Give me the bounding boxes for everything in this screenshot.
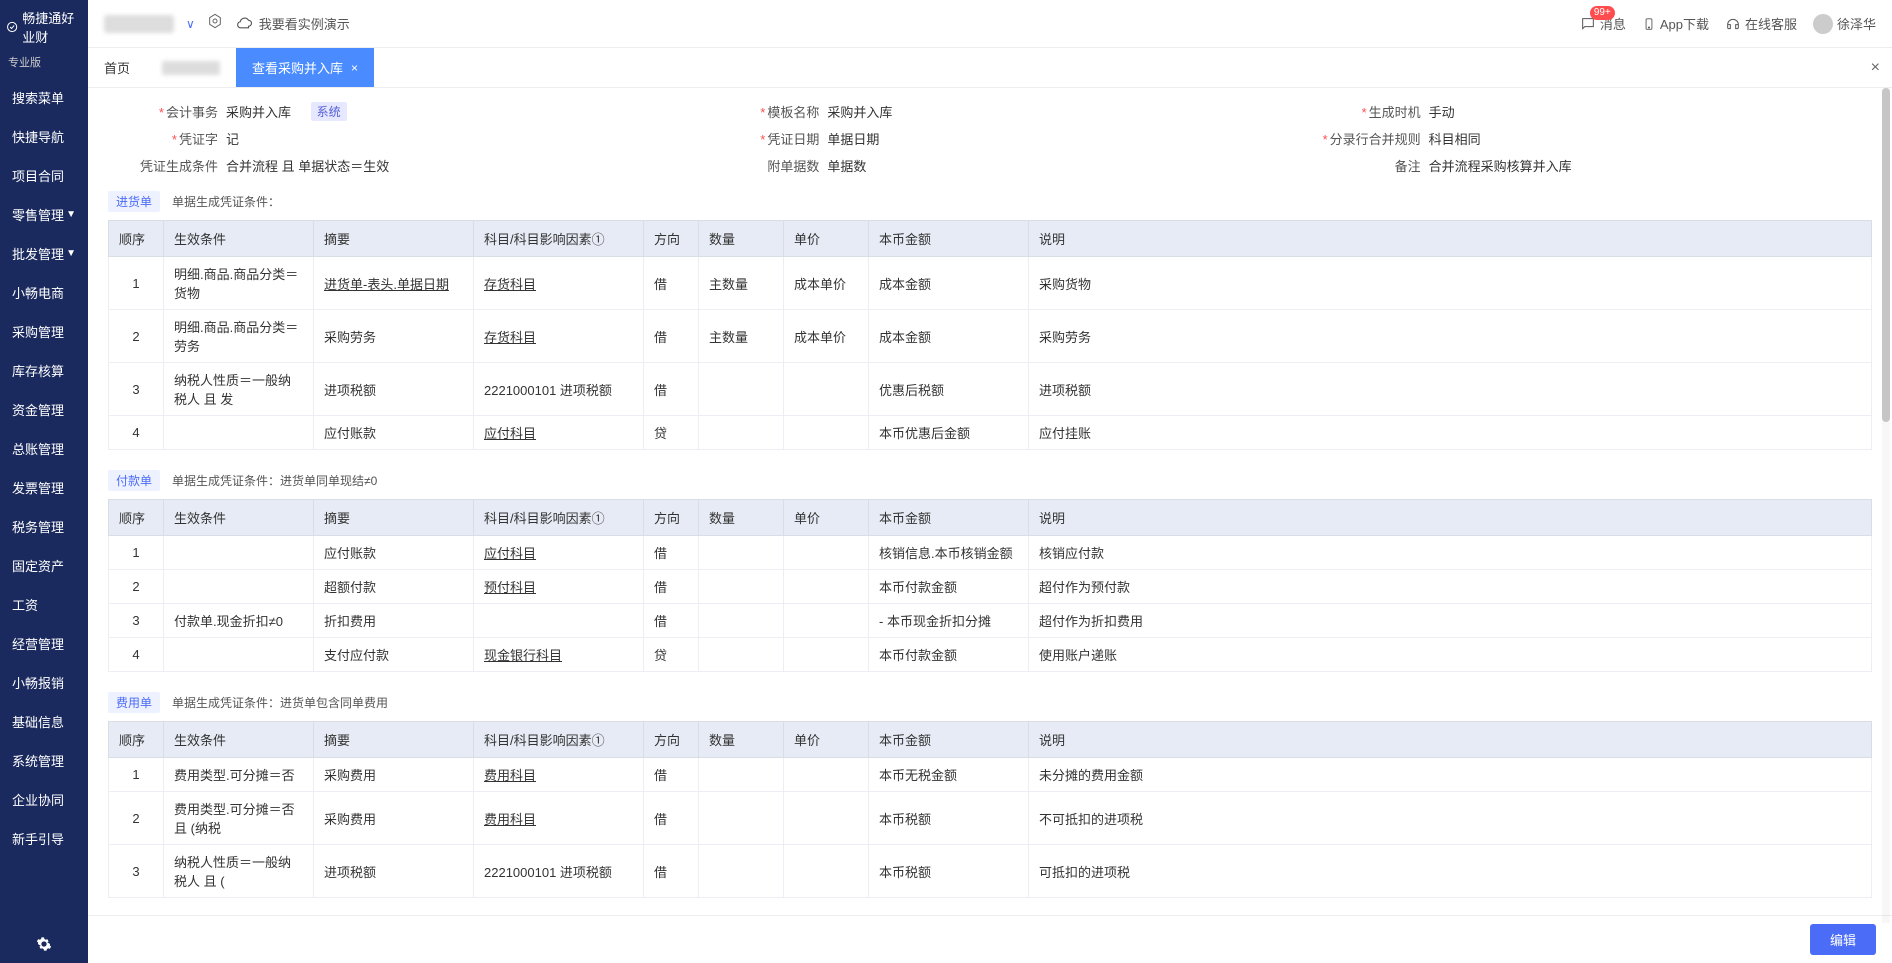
section-tag: 进货单 bbox=[108, 191, 160, 212]
edition: 专业版 bbox=[0, 54, 88, 78]
sidebar-item[interactable]: 小畅电商 bbox=[0, 273, 88, 312]
sidebar-item[interactable]: 新手引导 bbox=[0, 819, 88, 858]
table-row: 1费用类型.可分摊＝否采购费用费用科目借本币无税金额未分摊的费用金额 bbox=[109, 758, 1872, 792]
mobile-icon bbox=[1642, 17, 1656, 31]
sidebar-item[interactable]: 小畅报销 bbox=[0, 663, 88, 702]
footer: 编辑 bbox=[88, 915, 1892, 963]
cloud-icon bbox=[235, 15, 253, 33]
sidebar-item[interactable]: 零售管理▼ bbox=[0, 195, 88, 234]
sidebar-item[interactable]: 资金管理 bbox=[0, 390, 88, 429]
section-2: 付款单单据生成凭证条件：进货单同单现结≠0 顺序生效条件摘要科目/科目影响因素①… bbox=[108, 470, 1872, 672]
sidebar-settings[interactable] bbox=[0, 928, 88, 963]
table-row: 3纳税人性质＝一般纳税人 且 (进项税额2221000101 进项税额借本币税额… bbox=[109, 845, 1872, 898]
close-icon[interactable]: × bbox=[351, 61, 358, 75]
org-dropdown[interactable]: ∨ bbox=[186, 17, 195, 31]
section-3: 费用单单据生成凭证条件：进货单包含同单费用 顺序生效条件摘要科目/科目影响因素①… bbox=[108, 692, 1872, 898]
sidebar-item[interactable]: 工资 bbox=[0, 585, 88, 624]
table-row: 2明细.商品.商品分类＝劳务采购劳务存货科目借主数量成本单价成本金额采购劳务 bbox=[109, 310, 1872, 363]
gear-icon bbox=[36, 936, 52, 952]
headset-icon bbox=[1725, 16, 1741, 32]
table-1: 顺序生效条件摘要科目/科目影响因素①方向数量单价本币金额说明1明细.商品.商品分… bbox=[108, 220, 1872, 450]
section-tag: 费用单 bbox=[108, 692, 160, 713]
org-name-blur bbox=[104, 15, 174, 33]
sidebar-item[interactable]: 批发管理▼ bbox=[0, 234, 88, 273]
scrollbar[interactable] bbox=[1882, 88, 1890, 923]
sidebar-item[interactable]: 税务管理 bbox=[0, 507, 88, 546]
sidebar-item[interactable]: 企业协同 bbox=[0, 780, 88, 819]
sidebar-item[interactable]: 搜索菜单 bbox=[0, 78, 88, 117]
tabs-close-all[interactable]: × bbox=[1859, 59, 1892, 77]
logo-icon bbox=[6, 19, 18, 35]
user-menu[interactable]: 徐泽华 bbox=[1813, 14, 1876, 34]
msg-badge: 99+ bbox=[1590, 6, 1615, 20]
table-2: 顺序生效条件摘要科目/科目影响因素①方向数量单价本币金额说明1应付账款应付科目借… bbox=[108, 499, 1872, 672]
section-1: 进货单单据生成凭证条件： 顺序生效条件摘要科目/科目影响因素①方向数量单价本币金… bbox=[108, 191, 1872, 450]
tab-active[interactable]: 查看采购并入库 × bbox=[236, 48, 374, 87]
section-tag: 付款单 bbox=[108, 470, 160, 491]
table-row: 3付款单.现金折扣≠0折扣费用借- 本币现金折扣分摊超付作为折扣费用 bbox=[109, 604, 1872, 638]
sidebar: 畅捷通好业财 专业版 搜索菜单快捷导航项目合同零售管理▼批发管理▼小畅电商采购管… bbox=[0, 0, 88, 963]
sidebar-item[interactable]: 库存核算 bbox=[0, 351, 88, 390]
table-row: 4应付账款应付科目贷本币优惠后金额应付挂账 bbox=[109, 416, 1872, 450]
edit-button[interactable]: 编辑 bbox=[1810, 924, 1876, 955]
sidebar-item[interactable]: 基础信息 bbox=[0, 702, 88, 741]
messages[interactable]: 消息 99+ bbox=[1580, 14, 1626, 33]
sidebar-item[interactable]: 总账管理 bbox=[0, 429, 88, 468]
tabbar: 首页 查看采购并入库 × × bbox=[88, 48, 1892, 88]
online-service[interactable]: 在线客服 bbox=[1725, 14, 1797, 33]
demo-link[interactable]: 我要看实例演示 bbox=[235, 14, 350, 33]
sidebar-item[interactable]: 系统管理 bbox=[0, 741, 88, 780]
logo: 畅捷通好业财 bbox=[0, 0, 88, 54]
table-row: 2费用类型.可分摊＝否 且 (纳税采购费用费用科目借本币税额不可抵扣的进项税 bbox=[109, 792, 1872, 845]
app-download[interactable]: App下载 bbox=[1642, 14, 1709, 33]
table-row: 3纳税人性质＝一般纳税人 且 发进项税额2221000101 进项税额借优惠后税… bbox=[109, 363, 1872, 416]
table-row: 2超额付款预付科目借本币付款金额超付作为预付款 bbox=[109, 570, 1872, 604]
table-row: 4支付应付款现金银行科目贷本币付款金额使用账户递账 bbox=[109, 638, 1872, 672]
table-row: 1明细.商品.商品分类＝货物进货单-表头.单据日期存货科目借主数量成本单价成本金… bbox=[109, 257, 1872, 310]
topbar: ∨ 我要看实例演示 消息 99+ App下载 bbox=[88, 0, 1892, 48]
hex-gear-icon bbox=[207, 13, 223, 29]
content: *会计事务采购并入库 系统 *模板名称采购并入库 *生成时机手动 *凭证字记 *… bbox=[88, 88, 1892, 963]
sidebar-item[interactable]: 项目合同 bbox=[0, 156, 88, 195]
table-row: 1应付账款应付科目借核销信息.本币核销金额核销应付款 bbox=[109, 536, 1872, 570]
org-settings[interactable] bbox=[207, 13, 223, 34]
sidebar-item[interactable]: 发票管理 bbox=[0, 468, 88, 507]
table-3: 顺序生效条件摘要科目/科目影响因素①方向数量单价本币金额说明1费用类型.可分摊＝… bbox=[108, 721, 1872, 898]
sidebar-item[interactable]: 快捷导航 bbox=[0, 117, 88, 156]
tab-home[interactable]: 首页 bbox=[88, 48, 146, 87]
tab-blur[interactable] bbox=[146, 48, 236, 87]
sidebar-item[interactable]: 经营管理 bbox=[0, 624, 88, 663]
sidebar-item[interactable]: 固定资产 bbox=[0, 546, 88, 585]
avatar bbox=[1813, 14, 1833, 34]
header-grid: *会计事务采购并入库 系统 *模板名称采购并入库 *生成时机手动 *凭证字记 *… bbox=[108, 102, 1872, 175]
sidebar-item[interactable]: 采购管理 bbox=[0, 312, 88, 351]
logo-text: 畅捷通好业财 bbox=[22, 8, 82, 46]
